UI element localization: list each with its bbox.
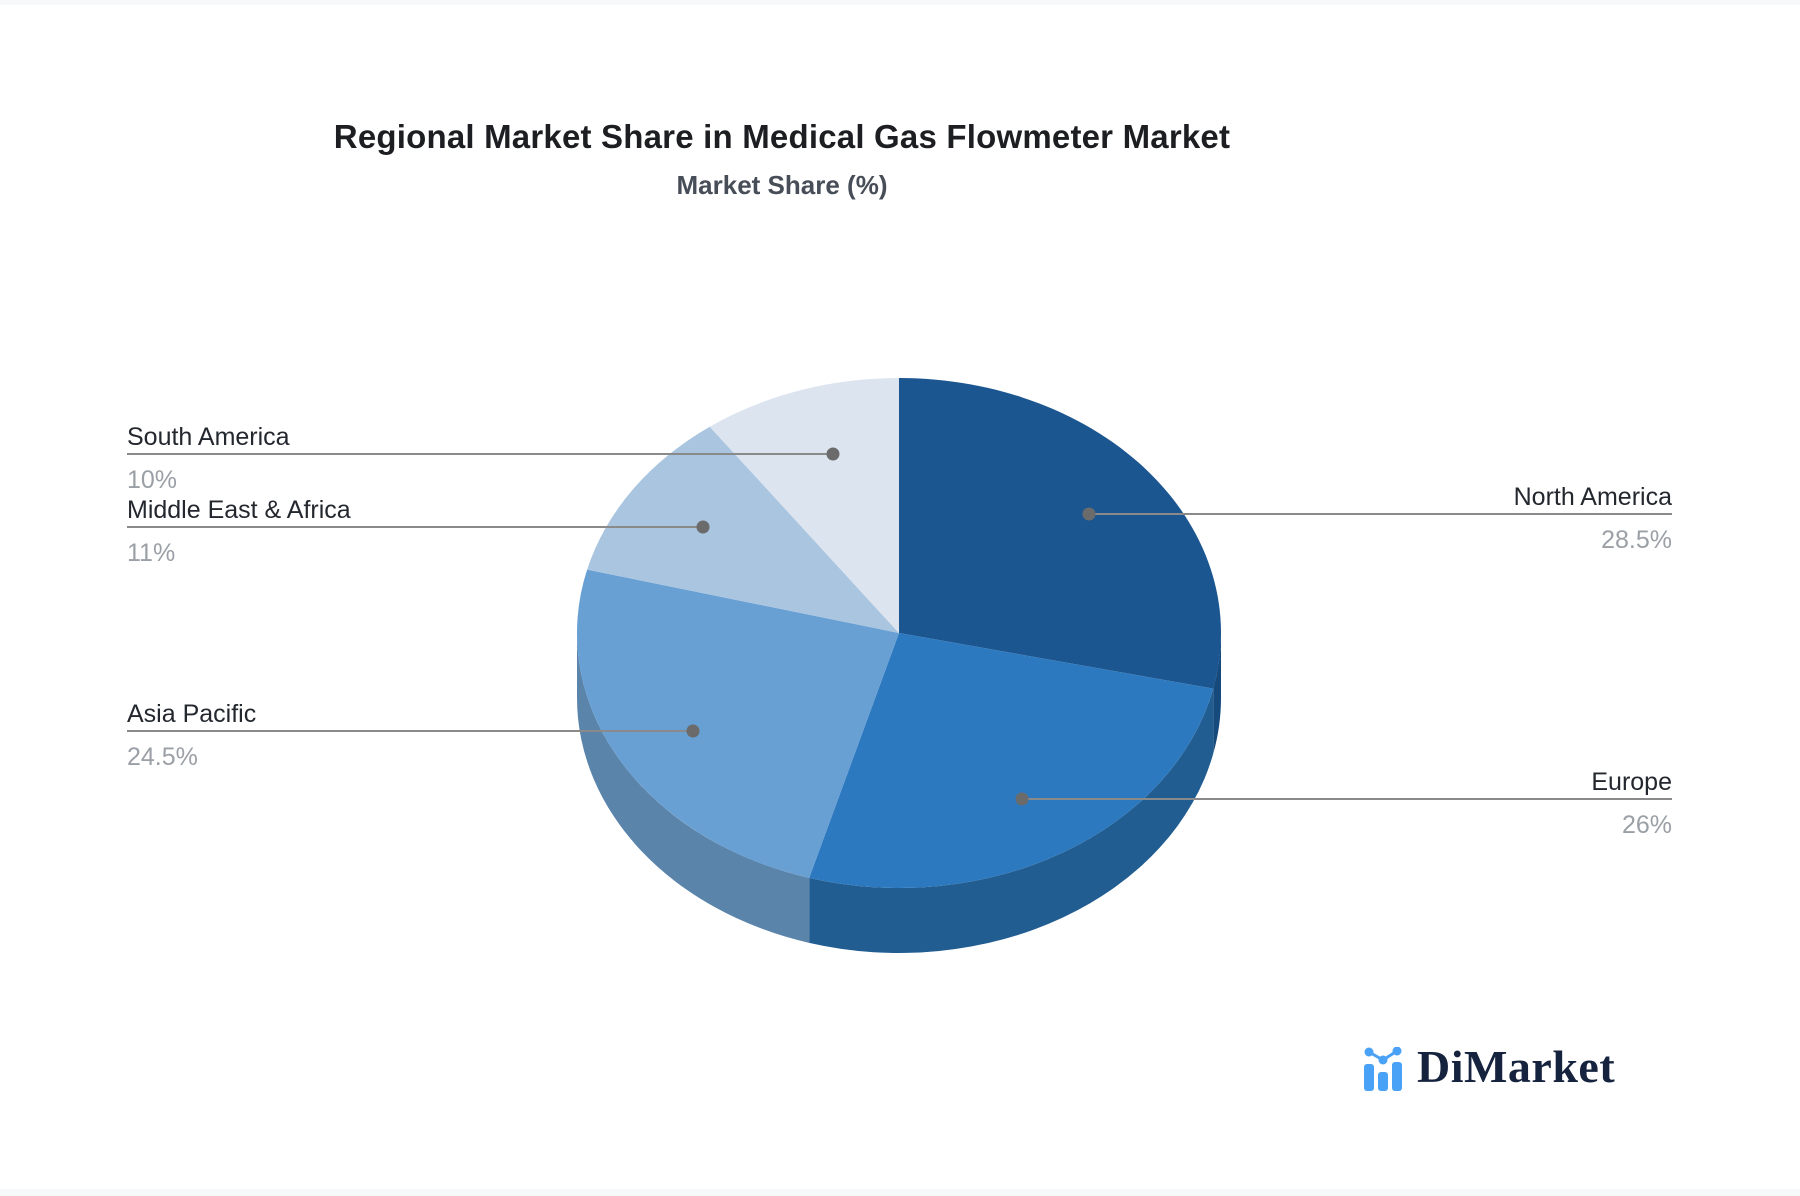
chart-subtitle: Market Share (%) (676, 170, 888, 200)
slice-label-middle-east-africa: Middle East & Africa (127, 496, 351, 524)
slice-label-south-america: South America (127, 423, 290, 451)
pie-slice-north-america[interactable] (899, 378, 1221, 689)
brand-logo: DiMarket (1362, 1040, 1702, 1100)
chart-header: Regional Market Share in Medical Gas Flo… (0, 118, 1564, 201)
slice-label-north-america: North America (1514, 483, 1672, 511)
chart-title: Regional Market Share in Medical Gas Flo… (333, 118, 1231, 155)
leader-dot-europe (1015, 792, 1029, 806)
page-top-edge (0, 0, 1800, 5)
pie-slice-europe[interactable] (809, 633, 1214, 889)
leader-dot-north-america (1082, 507, 1096, 521)
pie-slice-side-europe (809, 688, 1214, 954)
slice-value-asia-pacific: 24.5% (127, 743, 198, 771)
bar-chart-with-trend-line-icon (1364, 1047, 1402, 1091)
pie-slice-middle-east-africa[interactable] (587, 426, 899, 633)
pie-slice-side-north-america (1213, 633, 1221, 754)
pie-slice-asia-pacific[interactable] (577, 569, 899, 878)
slice-value-south-america: 10% (127, 466, 177, 494)
page-bottom-edge (0, 1189, 1800, 1196)
slice-label-europe: Europe (1591, 768, 1672, 796)
pie-slice-south-america[interactable] (709, 378, 899, 633)
leader-dot-asia-pacific (686, 724, 700, 738)
leader-dot-south-america (826, 447, 840, 461)
slice-value-north-america: 28.5% (1601, 526, 1672, 554)
slice-value-europe: 26% (1622, 811, 1672, 839)
brand-logo-text: DiMarket (1417, 1041, 1616, 1092)
leader-dot-middle-east-africa (696, 520, 710, 534)
slice-value-middle-east-africa: 11% (127, 539, 175, 567)
slice-label-asia-pacific: Asia Pacific (127, 700, 256, 728)
pie-slice-side-asia-pacific (577, 633, 810, 943)
